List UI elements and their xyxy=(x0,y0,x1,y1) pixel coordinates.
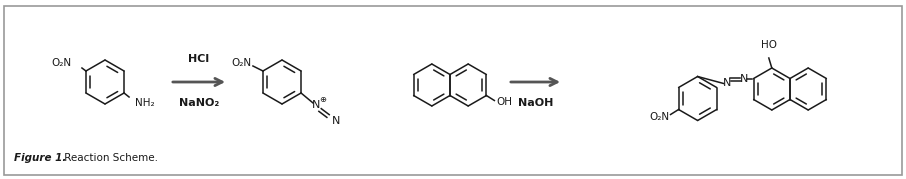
Text: NH₂: NH₂ xyxy=(135,98,155,108)
Text: N: N xyxy=(333,116,341,126)
Text: O₂N: O₂N xyxy=(650,112,670,122)
Text: Figure 1.: Figure 1. xyxy=(14,153,66,163)
Text: O₂N: O₂N xyxy=(52,58,72,68)
Text: N: N xyxy=(739,74,747,83)
Text: N: N xyxy=(312,100,320,110)
Text: HO: HO xyxy=(761,40,776,50)
Text: N: N xyxy=(722,79,731,88)
Text: NaOH: NaOH xyxy=(518,98,554,108)
Text: ⊕: ⊕ xyxy=(320,95,326,103)
Text: NaNO₂: NaNO₂ xyxy=(178,98,219,108)
Text: O₂N: O₂N xyxy=(232,58,252,68)
Text: HCl: HCl xyxy=(188,54,209,64)
Text: Reaction Scheme.: Reaction Scheme. xyxy=(61,153,158,163)
Text: OH: OH xyxy=(496,96,513,107)
